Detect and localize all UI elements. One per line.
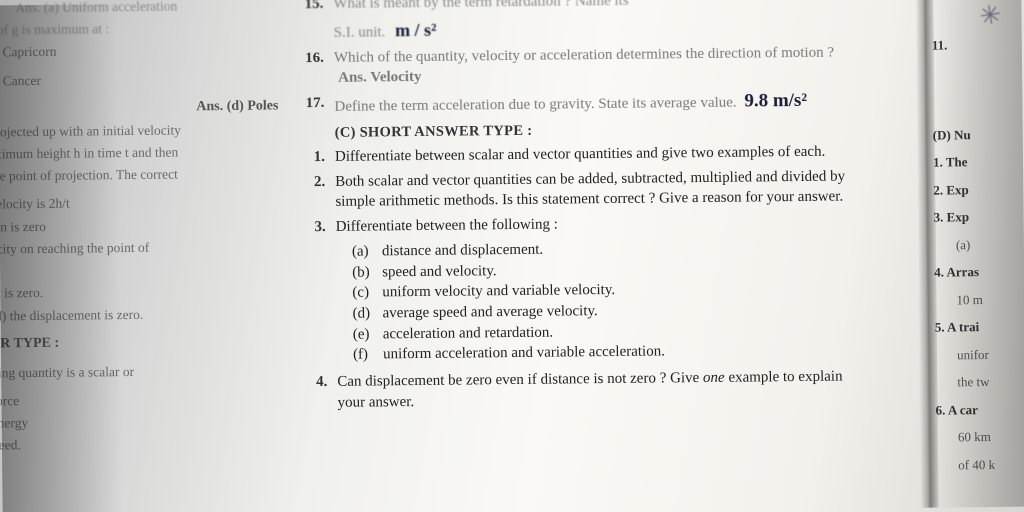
handwritten-answer: m / s² — [395, 19, 437, 39]
question-text: Differentiate between scalar and vector … — [335, 142, 849, 168]
left-line: projected up with an initial velocity — [0, 120, 299, 141]
question-15-unit: S.I. unit. m / s² — [298, 13, 848, 44]
inline-answer: Ans. Velocity — [338, 69, 422, 86]
si-unit-label: S.I. unit. — [334, 24, 386, 41]
right-line: 4. Arras — [934, 262, 1024, 282]
pen-scribble-icon: ✳ — [978, 0, 1004, 32]
main-column: 15. What is meant by the term retardatio… — [297, 0, 851, 418]
subitem-text: average speed and average velocity. — [382, 301, 597, 324]
subitem-label: (c) — [352, 283, 382, 304]
right-page-fragment: 11. (D) Nu 1. The 2. Exp 3. Exp (a) 4. A… — [932, 35, 1024, 483]
left-line: nt is zero. — [0, 282, 300, 303]
question-text: Both scalar and vector quantities can be… — [335, 166, 849, 213]
left-line: of Cancer — [0, 69, 298, 90]
subitem-label: (f) — [353, 345, 383, 366]
question-number: 4. — [301, 372, 337, 414]
right-line: (a) — [934, 234, 1024, 254]
left-line: ving quantity is a scalar or — [0, 361, 301, 382]
right-line: (D) Nu — [933, 124, 1024, 144]
subitem-f: (f) uniform acceleration and variable ac… — [353, 340, 851, 366]
question-text: Can displacement be zero even if distanc… — [337, 366, 851, 413]
question-17: 17. Define the term acceleration due to … — [298, 87, 848, 119]
left-line: e of g is maximum at : — [0, 18, 298, 39]
question-number: 2. — [299, 172, 335, 214]
left-line: ion is zero — [0, 215, 300, 236]
handwritten-answer: 9.8 m/s² — [744, 90, 807, 112]
left-line: (d) the displacement is zero. — [0, 304, 301, 325]
left-line: force — [0, 389, 302, 410]
right-line: 11. — [932, 35, 1024, 55]
subitem-text: distance and displacement. — [382, 240, 543, 262]
subitem-text: acceleration and retardation. — [383, 322, 554, 344]
question-c1: 1. Differentiate between scalar and vect… — [299, 142, 849, 168]
question-text: Differentiate between the following : — [336, 212, 850, 238]
right-line: 60 km — [936, 427, 1024, 447]
right-line: 3. Exp — [934, 207, 1024, 227]
question-c2: 2. Both scalar and vector quantities can… — [299, 166, 849, 213]
left-line: u. — [0, 259, 300, 280]
right-line: 5. A trai — [935, 317, 1024, 337]
answer-label: Ans. (d) Poles — [0, 97, 299, 119]
left-line: peed. — [0, 433, 302, 454]
left-line: energy — [0, 411, 302, 432]
question-text: What is meant by the term retardation ? … — [333, 0, 847, 15]
subitem-text: uniform velocity and variable velocity. — [382, 280, 615, 303]
subitem-label: (a) — [352, 241, 382, 262]
left-column-fragment: Ans. (a) Uniform acceleration e of g is … — [0, 0, 302, 459]
right-line: the tw — [935, 372, 1024, 392]
section-heading-c: (C) SHORT ANSWER TYPE : — [335, 118, 849, 143]
right-line: of 40 k — [936, 454, 1024, 474]
subitem-label: (e) — [353, 324, 383, 345]
left-line: Ans. (a) Uniform acceleration — [0, 0, 297, 18]
right-line: unifor — [935, 344, 1024, 364]
left-line: aximum height h in time t and then — [0, 142, 299, 163]
right-line: 10 m — [934, 289, 1024, 309]
section-label: ER TYPE : — [0, 332, 301, 354]
left-line: the point of projection. The correct — [0, 164, 299, 185]
right-line: 2. Exp — [933, 179, 1024, 199]
question-c4: 4. Can displacement be zero even if dist… — [301, 366, 851, 413]
question-number: 1. — [299, 147, 335, 168]
question-number: 17. — [298, 93, 334, 120]
question-text: Which of the quantity, velocity or accel… — [334, 44, 834, 65]
question-15: 15. What is meant by the term retardatio… — [297, 0, 847, 15]
left-line: ocity on reaching the point of — [0, 237, 300, 258]
question-text: Define the term acceleration due to grav… — [334, 95, 736, 115]
left-line: velocity is 2h/t — [0, 193, 300, 214]
subitem-text: speed and velocity. — [382, 261, 497, 283]
question-number: 16. — [298, 47, 334, 89]
right-line: 6. A car — [936, 399, 1024, 419]
subitem-label: (d) — [352, 303, 382, 324]
right-line: 1. The — [933, 152, 1024, 172]
left-line: of Capricorn — [0, 41, 298, 62]
question-number: 3. — [300, 217, 336, 238]
question-number: 15. — [297, 0, 333, 15]
question-c3: 3. Differentiate between the following : — [300, 212, 850, 238]
question-16: 16. Which of the quantity, velocity or a… — [298, 42, 848, 89]
subitem-label: (b) — [352, 262, 382, 283]
subitem-text: uniform acceleration and variable accele… — [383, 342, 665, 366]
